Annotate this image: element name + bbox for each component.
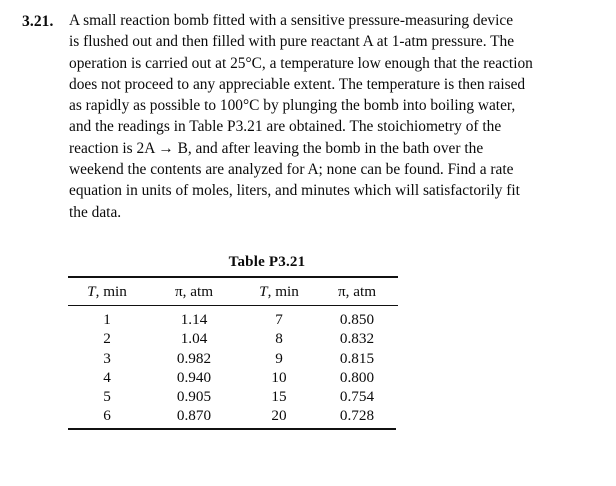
- column-header-pressure-right: π, atm: [316, 278, 398, 307]
- problem-line: the data.: [69, 203, 122, 221]
- data-table-wrapper: T, min π, atm T, min π, atm 1 1.14 7 0.8…: [68, 276, 398, 431]
- cell-pressure-right: 0.754: [339, 388, 375, 406]
- cell-pressure-left: 0.905: [176, 388, 212, 406]
- column-header-time-right: T, min: [242, 278, 316, 307]
- problem-line: weekend the contents are analyzed for A;…: [69, 161, 514, 179]
- table-block: Table P3.21 T, min π, atm T, min π, atm …: [0, 254, 616, 431]
- table-row: 6 0.870 20 0.728: [68, 406, 398, 425]
- cell-time-right: 7: [275, 311, 283, 329]
- header-unit-min: , min: [267, 283, 299, 300]
- cell-time-left: 4: [103, 368, 111, 386]
- table-row: 1 1.14 7 0.850: [68, 306, 398, 330]
- problem-line: equation in units of moles, liters, and …: [69, 182, 520, 200]
- problem-block: 3.21. A small reaction bomb fitted with …: [0, 10, 616, 223]
- table-caption: Table P3.21: [228, 254, 306, 270]
- problem-number: 3.21.: [22, 13, 54, 30]
- cell-time-left: 3: [103, 349, 111, 367]
- cell-time-right: 10: [271, 368, 287, 386]
- header-unit-atm: , atm: [345, 283, 377, 300]
- problem-statement: A small reaction bomb fitted with a sens…: [69, 10, 600, 223]
- cell-pressure-right: 0.800: [339, 368, 375, 386]
- cell-time-right: 9: [275, 349, 283, 367]
- problem-line: A small reaction bomb fitted with a sens…: [69, 12, 514, 29]
- table-row: 2 1.04 8 0.832: [68, 329, 398, 348]
- cell-pressure-right: 0.728: [339, 407, 375, 425]
- problem-line: operation is carried out at 25°C, a temp…: [69, 54, 533, 72]
- cell-pressure-right: 0.832: [339, 330, 375, 348]
- header-symbol-pi: π: [174, 283, 183, 300]
- cell-time-right: 15: [271, 388, 287, 406]
- cell-pressure-left: 1.14: [180, 311, 208, 329]
- data-table: T, min π, atm T, min π, atm 1 1.14 7 0.8…: [68, 278, 398, 425]
- cell-pressure-left: 0.870: [176, 407, 212, 425]
- cell-pressure-left: 1.04: [180, 330, 208, 348]
- cell-time-left: 6: [103, 407, 111, 425]
- cell-time-right: 20: [271, 407, 287, 425]
- header-unit-atm: , atm: [182, 283, 214, 300]
- cell-pressure-right: 0.850: [339, 311, 375, 329]
- header-symbol-T: T: [87, 283, 96, 300]
- cell-time-left: 2: [103, 330, 111, 348]
- problem-line: does not proceed to any appreciable exte…: [69, 75, 526, 93]
- table-header-row: T, min π, atm T, min π, atm: [68, 278, 398, 307]
- header-unit-min: , min: [95, 283, 127, 300]
- cell-pressure-right: 0.815: [339, 349, 375, 367]
- header-symbol-T: T: [259, 283, 268, 300]
- header-symbol-pi: π: [337, 283, 346, 300]
- column-header-pressure-left: π, atm: [146, 278, 242, 307]
- table-bottom-rule: [68, 428, 396, 431]
- table-row: 4 0.940 10 0.800: [68, 368, 398, 387]
- problem-line: as rapidly as possible to 100°C by plung…: [69, 97, 516, 115]
- cell-time-left: 1: [103, 311, 111, 329]
- problem-line: reaction is 2A → B, and after leaving th…: [69, 139, 484, 157]
- cell-pressure-left: 0.982: [176, 349, 212, 367]
- cell-pressure-left: 0.940: [176, 368, 212, 386]
- table-row: 3 0.982 9 0.815: [68, 349, 398, 368]
- cell-time-right: 8: [275, 330, 283, 348]
- column-header-time-left: T, min: [68, 278, 146, 307]
- table-top-rule: [68, 276, 398, 278]
- table-row: 5 0.905 15 0.754: [68, 387, 398, 406]
- problem-line: and the readings in Table P3.21 are obta…: [69, 118, 502, 136]
- problem-line: is flushed out and then filled with pure…: [69, 33, 515, 51]
- cell-time-left: 5: [103, 388, 111, 406]
